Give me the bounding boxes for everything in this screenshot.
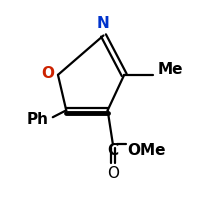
Text: C: C xyxy=(107,143,118,158)
Text: Me: Me xyxy=(157,62,182,77)
Text: O: O xyxy=(106,166,118,181)
Text: O: O xyxy=(41,66,54,81)
Text: Ph: Ph xyxy=(27,112,49,127)
Text: N: N xyxy=(97,16,109,31)
Text: OMe: OMe xyxy=(127,143,165,158)
